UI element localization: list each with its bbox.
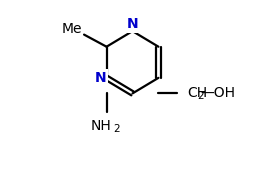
Text: N: N <box>127 17 138 31</box>
Text: N: N <box>95 71 107 85</box>
Text: 2: 2 <box>197 91 204 101</box>
Text: CH: CH <box>187 86 207 100</box>
Text: Me: Me <box>62 22 82 36</box>
Text: NH: NH <box>91 119 112 133</box>
Text: 2: 2 <box>113 124 119 134</box>
Text: —OH: —OH <box>201 86 236 100</box>
